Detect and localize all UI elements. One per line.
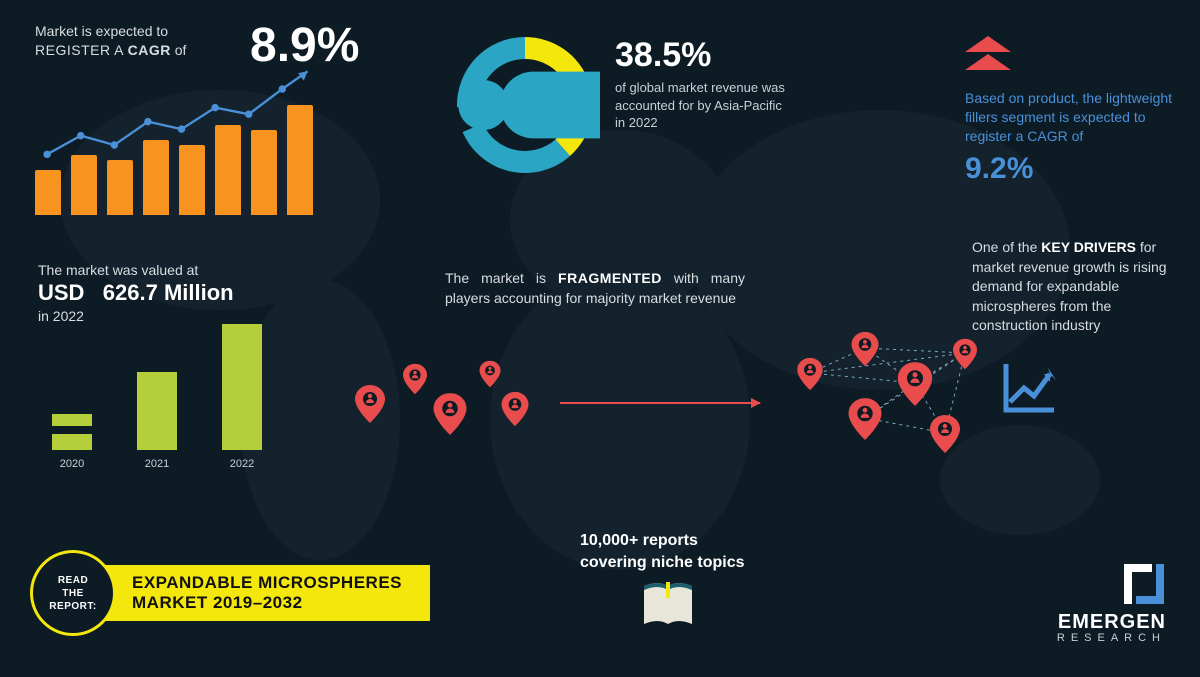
map-pin-icon <box>434 393 467 435</box>
person-icon <box>450 30 600 180</box>
map-pin-icon <box>797 358 823 390</box>
valuation-amount: 626.7 Million <box>103 280 234 305</box>
region-share-copy: of global market revenue was accounted f… <box>615 79 795 132</box>
cagr-line2-suffix: of <box>171 42 187 58</box>
map-pin-icon <box>355 385 385 423</box>
brand-logo: EMERGEN RESEARCH <box>1057 562 1166 644</box>
map-pin-icon <box>953 339 977 369</box>
report-circle: READ THE REPORT: <box>30 550 116 636</box>
region-share-donut <box>450 30 600 180</box>
report-title-l1: EXPANDABLE MICROSPHERES <box>132 573 402 593</box>
valuation-line1: The market was valued at <box>38 262 318 278</box>
report-circle-l2: THE <box>62 587 84 600</box>
region-share-text: 38.5% of global market revenue was accou… <box>615 36 795 132</box>
segment-cagr-value: 9.2% <box>965 152 1175 186</box>
pins-left-cluster <box>345 335 555 465</box>
valuation-currency: USD <box>38 280 84 305</box>
valuation-bar-label: 2020 <box>42 458 102 470</box>
cagr-value: 8.9% <box>250 18 359 73</box>
arrow-right-icon <box>560 402 760 404</box>
report-title: EXPANDABLE MICROSPHERES MARKET 2019–2032 <box>96 565 430 621</box>
region-share-value: 38.5% <box>615 36 795 75</box>
segment-cagr-block: Based on product, the lightweight filler… <box>965 36 1175 186</box>
chevron-up-icon <box>965 36 1175 83</box>
book-icon <box>640 578 696 633</box>
map-pin-icon <box>852 332 879 366</box>
report-circle-l1: READ <box>58 574 88 587</box>
map-pin-icon <box>930 415 960 453</box>
report-circle-l3: REPORT: <box>49 600 96 613</box>
reports-count-l1: 10,000+ reports <box>580 530 840 552</box>
logo-sub: RESEARCH <box>1057 632 1166 644</box>
pins-right-cluster <box>780 320 1010 470</box>
report-callout[interactable]: READ THE REPORT: EXPANDABLE MICROSPHERES… <box>30 550 430 636</box>
cagr-headline: Market is expected to REGISTER a CAGR of… <box>35 22 405 60</box>
map-pin-icon <box>849 398 882 440</box>
fragmented-text: The market is FRAGMENTED with many playe… <box>445 268 745 309</box>
map-pin-icon <box>403 364 427 394</box>
valuation-bar-label: 2022 <box>212 458 272 470</box>
reports-count-l2: covering niche topics <box>580 552 840 574</box>
key-drivers-text: One of the KEY DRIVERS for market revenu… <box>972 238 1182 336</box>
valuation-block: The market was valued at USD 626.7 Milli… <box>38 262 318 324</box>
valuation-bar-label: 2021 <box>127 458 187 470</box>
valuation-bar-chart: 2020 2021 2022 <box>42 330 282 470</box>
frag-pre: The market is <box>445 270 558 286</box>
logo-mark-icon <box>1122 562 1166 606</box>
segment-cagr-text: Based on product, the lightweight filler… <box>965 89 1175 146</box>
report-title-l2: MARKET 2019–2032 <box>132 593 402 613</box>
growth-chart-icon <box>1000 360 1060 421</box>
drivers-pre: One of the <box>972 239 1041 255</box>
drivers-bold: KEY DRIVERS <box>1041 239 1136 255</box>
map-pin-icon <box>502 392 529 426</box>
map-pin-icon <box>480 361 501 388</box>
cagr-line2-bold: CAGR <box>128 42 171 58</box>
cagr-line1: Market is expected to <box>35 23 168 39</box>
reports-count-text: 10,000+ reports covering niche topics <box>580 530 840 573</box>
cagr-bar-line-chart <box>35 75 315 215</box>
valuation-line3: in 2022 <box>38 308 318 324</box>
logo-word: EMERGEN <box>1057 611 1166 634</box>
frag-bold: FRAGMENTED <box>558 270 662 286</box>
map-pin-icon <box>898 362 933 406</box>
cagr-line2-prefix: REGISTER a <box>35 42 128 58</box>
